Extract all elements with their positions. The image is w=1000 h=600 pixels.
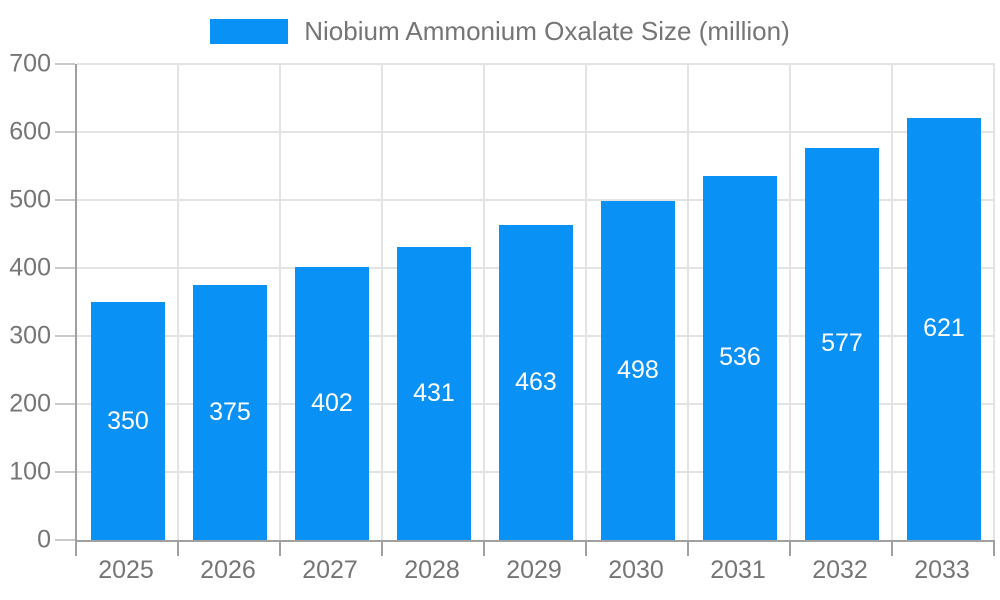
bar: 498: [601, 201, 675, 540]
bar: 621: [907, 117, 981, 540]
y-tick-label: 100: [9, 457, 51, 486]
x-tick-mark: [380, 542, 383, 556]
y-tick-mark: [55, 403, 75, 406]
x-tick-mark: [686, 542, 689, 556]
gridline-h: [77, 199, 995, 201]
x-tick-label: 2032: [812, 556, 868, 584]
gridline-v: [482, 64, 485, 540]
gridline-v: [686, 64, 689, 540]
x-tick-mark: [993, 542, 995, 556]
bar: 577: [805, 147, 879, 540]
bar: 375: [193, 285, 267, 540]
bar-value-label: 402: [311, 388, 353, 417]
gridline-v: [176, 64, 179, 540]
x-tick-label: 2026: [200, 556, 256, 584]
x-tick-mark: [482, 542, 485, 556]
x-tick-label: 2031: [710, 556, 766, 584]
x-tick-mark: [890, 542, 893, 556]
bar: 431: [397, 246, 471, 540]
bar-value-label: 350: [107, 406, 149, 435]
legend-label: Niobium Ammonium Oxalate Size (million): [304, 16, 790, 46]
gridline-v: [890, 64, 893, 540]
x-tick-mark: [176, 542, 179, 556]
x-tick-label: 2029: [506, 556, 562, 584]
legend[interactable]: Niobium Ammonium Oxalate Size (million): [0, 16, 1000, 47]
gridline-v: [278, 64, 281, 540]
bar-value-label: 577: [821, 329, 863, 358]
y-tick-label: 400: [9, 253, 51, 282]
x-tick-label: 2033: [914, 556, 970, 584]
bar-value-label: 621: [923, 314, 965, 343]
bar: 536: [703, 175, 777, 540]
gridline-v: [380, 64, 383, 540]
legend-swatch: [210, 19, 289, 44]
bar-value-label: 463: [515, 368, 557, 397]
bar: 350: [91, 302, 165, 540]
y-tick-mark: [55, 199, 75, 201]
x-tick-label: 2028: [404, 556, 460, 584]
y-tick-mark: [55, 267, 75, 270]
y-tick-label: 200: [9, 389, 51, 418]
bar-value-label: 536: [719, 343, 761, 372]
y-tick-mark: [55, 539, 75, 541]
x-tick-label: 2025: [98, 556, 154, 584]
y-tick-mark: [55, 63, 75, 65]
bar: 402: [295, 266, 369, 540]
x-tick-mark: [75, 542, 77, 556]
y-tick-label: 300: [9, 321, 51, 350]
y-tick-label: 0: [37, 525, 51, 554]
y-tick-label: 700: [9, 49, 51, 78]
y-tick-mark: [55, 471, 75, 474]
y-tick-mark: [55, 335, 75, 337]
y-tick-mark: [55, 131, 75, 133]
x-tick-mark: [789, 542, 791, 556]
x-tick-label: 2027: [302, 556, 358, 584]
gridline-v: [789, 64, 791, 540]
bar-value-label: 375: [209, 398, 251, 426]
gridline-h: [77, 63, 995, 65]
x-tick-mark: [585, 542, 587, 556]
x-tick-label: 2030: [608, 556, 664, 584]
gridline-v: [993, 64, 995, 540]
plot-area: 350 375 402 431 463 498 536 577 621: [55, 63, 995, 556]
bar-value-label: 498: [617, 356, 659, 385]
gridline-h: [77, 131, 995, 133]
y-axis: 0 100 200 300 400 500 600 700: [0, 51, 51, 552]
x-axis: 2025 2026 2027 2028 2029 2030 2031 2032 2033: [75, 554, 993, 588]
bar-value-label: 431: [413, 378, 455, 407]
y-tick-label: 500: [9, 185, 51, 214]
bar: 463: [499, 225, 573, 540]
y-tick-label: 600: [9, 117, 51, 146]
x-tick-mark: [278, 542, 281, 556]
gridline-v: [585, 64, 587, 540]
